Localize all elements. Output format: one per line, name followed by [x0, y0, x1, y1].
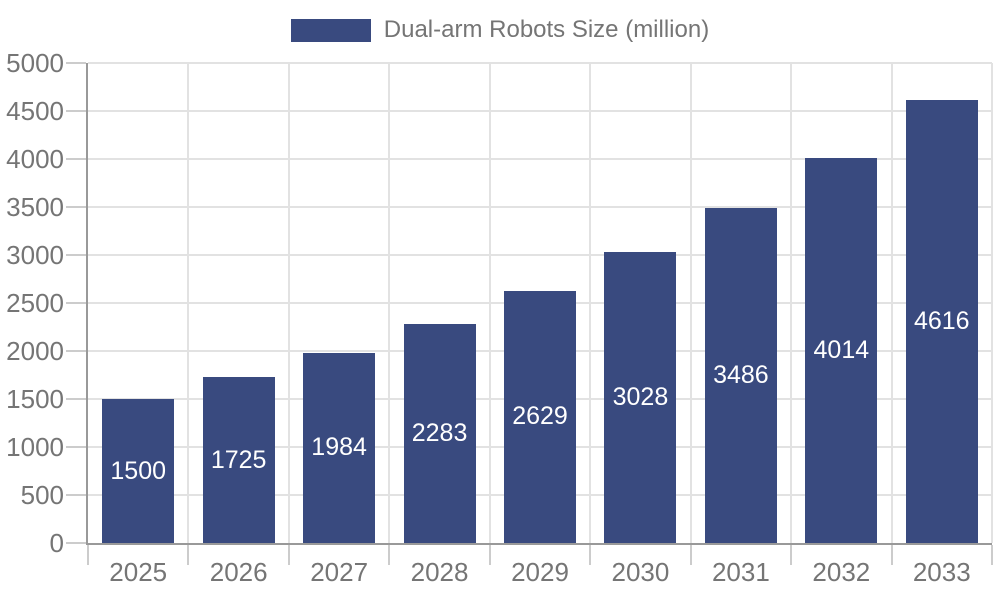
y-tick [66, 206, 86, 208]
x-tick-label: 2033 [912, 557, 971, 587]
x-tick-label: 2030 [611, 557, 670, 587]
chart-legend: Dual-arm Robots Size (million) [0, 16, 1000, 44]
x-tick-label: 2032 [812, 557, 871, 587]
x-tick [890, 545, 893, 565]
x-tick [388, 545, 391, 565]
v-gridline [790, 63, 793, 543]
bar: 1500 [102, 399, 175, 543]
y-tick-label: 3000 [6, 240, 64, 270]
x-tick-label: 2027 [310, 557, 369, 587]
bar-value-label: 1500 [110, 456, 167, 485]
bar-value-label: 4014 [813, 335, 870, 364]
bar: 3486 [704, 208, 777, 543]
v-gridline [187, 63, 190, 543]
y-tick [66, 302, 86, 304]
bar-value-label: 1984 [311, 433, 367, 462]
x-tick [589, 545, 592, 565]
y-tick [66, 110, 86, 112]
v-gridline [388, 63, 391, 543]
y-tick [66, 398, 86, 400]
y-tick [66, 62, 86, 64]
h-gridline [88, 206, 992, 208]
x-tick-label: 2029 [511, 557, 569, 587]
y-tick-label: 500 [20, 480, 64, 510]
v-gridline [689, 63, 692, 543]
x-tick-label: 2026 [209, 557, 268, 587]
y-tick [66, 350, 86, 352]
v-gridline [287, 63, 290, 543]
bar: 3028 [604, 252, 677, 543]
y-tick-label: 1500 [6, 384, 64, 414]
y-tick [66, 158, 86, 160]
x-tick [991, 545, 993, 565]
x-tick [287, 545, 290, 565]
bar-value-label: 2283 [411, 418, 468, 447]
h-gridline [88, 62, 992, 64]
bar: 4014 [805, 157, 878, 543]
bar-value-label: 1725 [210, 445, 267, 474]
x-tick [790, 545, 793, 565]
h-gridline [88, 254, 992, 256]
bar-value-label: 4616 [913, 306, 970, 335]
h-gridline [88, 110, 992, 112]
bar-value-label: 2629 [512, 402, 568, 431]
y-tick [66, 446, 86, 448]
y-tick-label: 1000 [6, 432, 64, 462]
y-tick-label: 5000 [6, 48, 64, 78]
y-tick-label: 2500 [6, 288, 64, 318]
x-tick [87, 545, 89, 565]
v-gridline [589, 63, 592, 543]
y-tick [66, 494, 86, 496]
bar-value-label: 3486 [713, 361, 769, 390]
legend-label: Dual-arm Robots Size (million) [383, 16, 710, 43]
y-tick [66, 542, 86, 544]
x-tick-label: 2025 [109, 557, 168, 587]
h-gridline [88, 158, 992, 160]
x-tick [689, 545, 692, 565]
bar: 4616 [905, 99, 978, 543]
bar: 2629 [504, 290, 576, 543]
x-tick-label: 2031 [711, 557, 770, 587]
y-tick-label: 0 [49, 528, 64, 558]
y-tick-label: 2000 [6, 336, 64, 366]
v-gridline [488, 63, 491, 543]
y-tick-label: 3500 [6, 192, 64, 222]
bar: 1984 [303, 352, 376, 543]
v-gridline [991, 63, 993, 543]
y-tick-label: 4500 [6, 96, 64, 126]
v-gridline [890, 63, 893, 543]
plot-area: 0 500 1000 1500 2000 2500 3000 3500 4000 4500 5000… [6, 50, 993, 585]
x-tick [187, 545, 190, 565]
x-tick [488, 545, 491, 565]
bar: 2283 [403, 323, 476, 543]
y-tick [66, 254, 86, 256]
y-tick-label: 4000 [6, 144, 64, 174]
bar-value-label: 3028 [612, 383, 669, 412]
legend-swatch-icon [290, 18, 371, 42]
x-tick-label: 2028 [410, 557, 469, 587]
bar: 1725 [202, 377, 275, 543]
